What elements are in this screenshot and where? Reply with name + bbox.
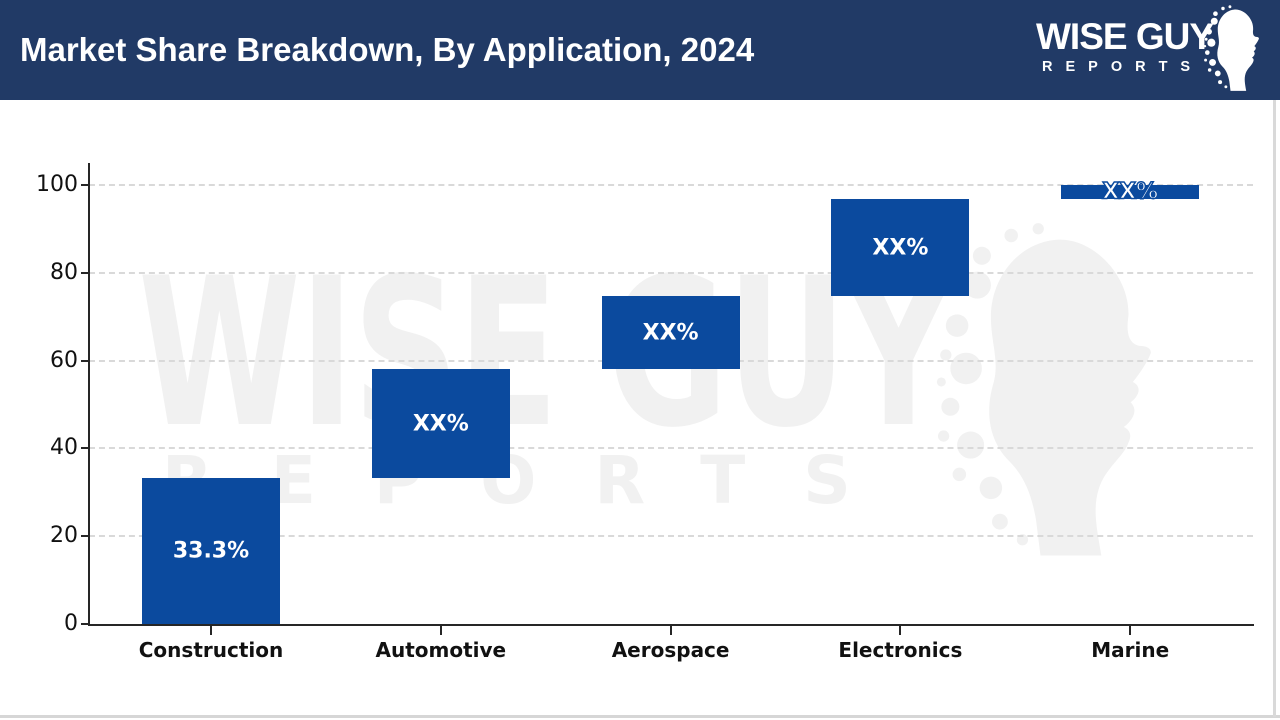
y-tick-label: 40 [50,435,78,461]
y-tick-mark [81,271,89,274]
gridline-80 [89,271,1253,274]
wise-guy-reports-logo: WISE GUY REPORTS [1036,5,1259,91]
bar-electronics [831,199,970,297]
bar-aerospace [601,296,740,370]
x-axis-label-aerospace: Aerospace [611,638,730,662]
logo-brand-text: WISE GUY [1036,16,1214,57]
header-bar: Market Share Breakdown, By Application, … [0,0,1280,100]
bar-value-label: XX% [1101,179,1159,206]
bar-value-label: 33.3% [172,538,250,564]
x-axis-label-construction: Construction [138,638,284,662]
bar-automotive [371,369,510,478]
y-tick-mark [81,447,89,450]
gridline-100 [89,184,1253,186]
x-tick-mark [669,626,672,635]
logo-subbrand-text: REPORTS [1042,59,1203,75]
right-border [1273,100,1276,717]
y-tick-label: 60 [50,347,78,373]
y-axis-line [88,163,90,626]
bottom-border [0,715,1280,718]
y-tick-label: 0 [64,611,78,636]
watermark-text-line1: WISE GUY [138,235,952,473]
bar-value-label: XX% [412,411,469,437]
bar-construction [142,477,280,624]
x-tick-mark [899,626,902,635]
y-tick-mark [81,184,89,186]
y-tick-label: 100 [36,172,78,197]
x-tick-mark [439,626,442,635]
x-axis-line [88,624,1254,626]
y-tick-mark [81,535,89,538]
y-tick-label: 20 [50,523,78,549]
y-tick-label: 80 [50,259,78,285]
x-tick-mark [1129,626,1132,635]
bar-marine [1061,185,1200,200]
x-axis-label-marine: Marine [1091,638,1170,662]
bar-value-label: XX% [642,320,699,346]
x-axis-label-electronics: Electronics [838,638,963,662]
gridline-20 [89,535,1253,538]
x-axis-label-automotive: Automotive [375,638,507,662]
y-tick-mark [81,623,89,625]
y-tick-mark [81,359,89,362]
x-tick-mark [210,626,212,635]
gridline-40 [89,447,1253,450]
page-title: Market Share Breakdown, By Application, … [20,31,755,68]
bar-value-label: XX% [872,235,929,261]
